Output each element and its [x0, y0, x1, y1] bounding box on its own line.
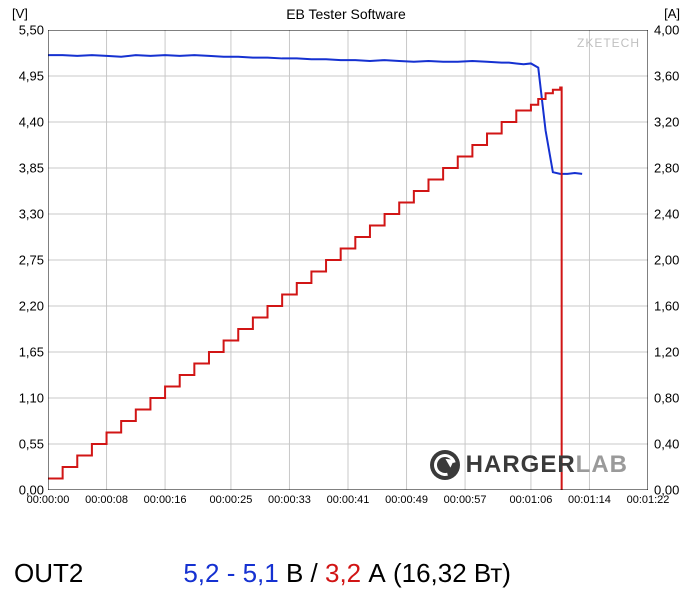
y2-tick: 1,60	[648, 300, 692, 313]
left-axis-ticks: 0,000,551,101,652,202,753,303,854,404,95…	[0, 30, 44, 490]
logo-text-1: HARGER	[466, 451, 576, 478]
x-tick: 00:00:00	[27, 494, 70, 506]
plot-area: ZKETECH	[48, 30, 648, 490]
current-value: 3,2	[325, 558, 361, 588]
x-tick: 00:00:25	[210, 494, 253, 506]
y1-tick: 3,30	[0, 208, 44, 221]
right-axis-unit: [A]	[664, 6, 680, 21]
y2-tick: 2,00	[648, 254, 692, 267]
y1-tick: 3,85	[0, 162, 44, 175]
voltage-range: 5,2 - 5,1	[183, 558, 278, 588]
chart-container: [V] EB Tester Software [A] 0,000,551,101…	[0, 0, 692, 600]
right-axis-ticks: 0,000,400,801,201,602,002,402,803,203,60…	[648, 30, 692, 490]
grid	[48, 30, 648, 490]
y2-tick: 1,20	[648, 346, 692, 359]
output-port-label: OUT2	[14, 558, 83, 589]
y1-tick: 1,10	[0, 392, 44, 405]
y1-tick: 4,40	[0, 116, 44, 129]
x-tick: 00:00:33	[268, 494, 311, 506]
voltage-line	[48, 55, 582, 174]
x-tick: 00:01:06	[510, 494, 553, 506]
left-axis-unit: [V]	[12, 6, 28, 21]
y2-tick: 2,80	[648, 162, 692, 175]
y1-tick: 4,95	[0, 70, 44, 83]
chart-area: [V] EB Tester Software [A] 0,000,551,101…	[0, 0, 692, 540]
y2-tick: 0,80	[648, 392, 692, 405]
x-tick: 00:00:57	[444, 494, 487, 506]
power-cycle-icon	[430, 450, 460, 480]
chart-title: EB Tester Software	[0, 0, 692, 22]
y2-tick: 3,20	[648, 116, 692, 129]
y2-tick: 4,00	[648, 24, 692, 37]
voltage-unit: В /	[279, 558, 325, 588]
x-axis-ticks: 00:00:0000:00:0800:00:1600:00:2500:00:33…	[48, 494, 648, 514]
chargerlab-logo: HARGERLAB	[430, 450, 628, 480]
y1-tick: 1,65	[0, 346, 44, 359]
y1-tick: 5,50	[0, 24, 44, 37]
summary-line: OUT2 5,2 - 5,1 В / 3,2 А (16,32 Вт)	[0, 546, 692, 600]
power-value: А (16,32 Вт)	[361, 558, 511, 588]
watermark-text: ZKETECH	[577, 36, 640, 50]
y2-tick: 0,40	[648, 438, 692, 451]
x-tick: 00:01:22	[627, 494, 670, 506]
logo-text: HARGERLAB	[466, 451, 628, 479]
y2-tick: 2,40	[648, 208, 692, 221]
y1-tick: 2,20	[0, 300, 44, 313]
logo-text-2: LAB	[576, 451, 628, 478]
y1-tick: 2,75	[0, 254, 44, 267]
current-line	[48, 88, 562, 491]
y1-tick: 0,55	[0, 438, 44, 451]
summary-values: 5,2 - 5,1 В / 3,2 А (16,32 Вт)	[183, 558, 511, 589]
x-tick: 00:00:49	[385, 494, 428, 506]
x-tick: 00:00:16	[144, 494, 187, 506]
x-tick: 00:00:08	[85, 494, 128, 506]
x-tick: 00:00:41	[327, 494, 370, 506]
y2-tick: 3,60	[648, 70, 692, 83]
x-tick: 00:01:14	[568, 494, 611, 506]
